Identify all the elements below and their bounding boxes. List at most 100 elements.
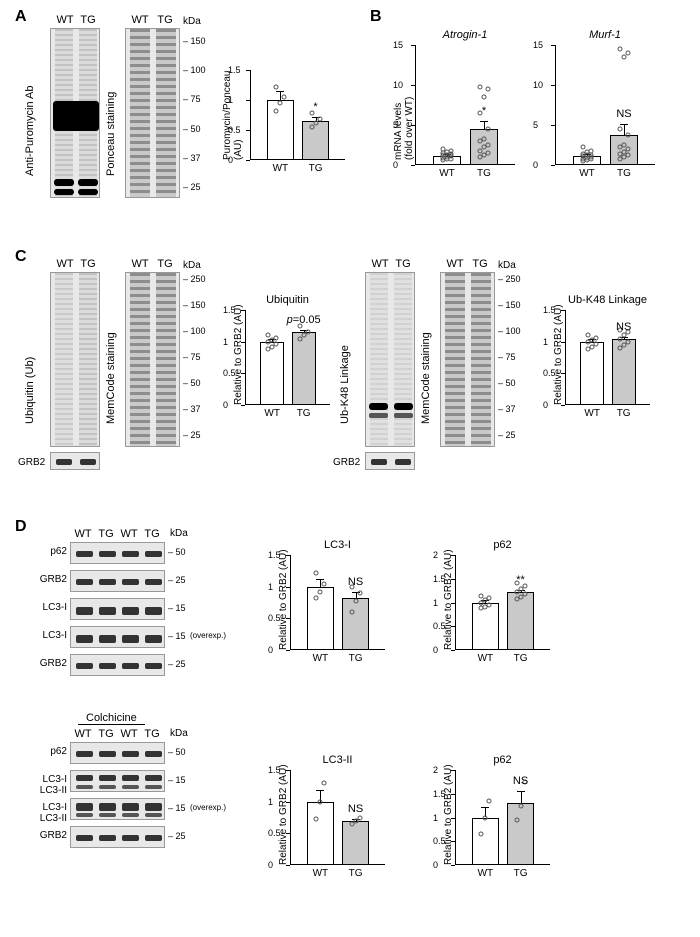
kda-tick: – 50 [183, 379, 206, 388]
data-point [274, 335, 279, 340]
data-point [586, 333, 591, 338]
x-label-tg: TG [477, 168, 491, 179]
x-label-tg: TG [514, 868, 528, 879]
lane-wt-2: WT [130, 14, 150, 26]
bar-tg [342, 821, 369, 865]
blot-row [70, 542, 165, 564]
blot-row-label: p62 [25, 546, 67, 557]
x-label-tg: TG [297, 408, 311, 419]
ytick-label: 2 [433, 550, 452, 560]
ytick-label: 1 [228, 95, 247, 105]
bar-wt [307, 587, 334, 650]
blot-puromycin [50, 28, 100, 198]
chart-title-atrogin: Atrogin-1 [415, 29, 515, 41]
lane-tg-c2: TG [155, 258, 175, 270]
blot-grb2-c1 [50, 452, 100, 470]
kda-tick: – 50 [168, 747, 186, 757]
x-label-wt: WT [273, 163, 289, 174]
x-label-wt: WT [313, 868, 329, 879]
lane-tg-c1: TG [78, 258, 98, 270]
bar-tg [302, 121, 329, 160]
panel-label-D: D [15, 518, 27, 536]
ytick-label: 1 [223, 337, 242, 347]
ytick-label: 1 [543, 337, 562, 347]
colchicine-label: Colchicine [78, 712, 145, 725]
kda-tick: – 150 [183, 301, 206, 310]
chart-murf: Murf-1 051015WTTGNS [555, 45, 655, 165]
data-point [274, 108, 279, 113]
data-point [274, 341, 279, 346]
chart-C1-ytitle: Relative to GRB2 (AU) [233, 304, 244, 405]
chart-p62c: p62 Relative to GRB2 (AU) 00.511.52WTTGN… [455, 770, 550, 865]
blot-row [70, 742, 165, 764]
lane-tg: TG [78, 14, 98, 26]
bar-wt [580, 342, 604, 405]
ytick-label: 15 [533, 40, 552, 50]
chart-p62: p62 Relative to GRB2 (AU) 00.511.52WTTG*… [455, 555, 550, 650]
data-point [357, 815, 362, 820]
ytick-label: 1.5 [228, 65, 247, 75]
blot-row [70, 798, 165, 820]
kda-tick: – 50 [168, 547, 186, 557]
data-point [486, 87, 491, 92]
overexp-note: (overexp.) [190, 803, 226, 812]
blot-row-label: LC3-I [25, 602, 67, 613]
x-label-wt: WT [439, 168, 455, 179]
db-wt1: WT [73, 728, 93, 740]
data-point [318, 589, 323, 594]
d-tg1: TG [96, 528, 116, 540]
data-point [514, 817, 519, 822]
ytick-label: 1 [268, 797, 287, 807]
ytick-label: 10 [533, 80, 552, 90]
blot-grb2-c2 [365, 452, 415, 470]
label-ubk48: Ub-K48 Linkage [339, 304, 351, 424]
kda-tick: – 50 [183, 125, 206, 134]
ytick-label: 0 [433, 860, 452, 870]
chart-title-murf: Murf-1 [555, 29, 655, 41]
data-point [486, 143, 491, 148]
x-label-wt: WT [579, 168, 595, 179]
data-point [305, 330, 310, 335]
ytick-label: 0 [433, 645, 452, 655]
blot-ponceau-A [125, 28, 180, 198]
kda-header-C2: kDa [498, 260, 516, 271]
significance-label: NS [513, 775, 528, 787]
ytick-label: 0 [228, 155, 247, 165]
lane-wt-c3: WT [370, 258, 390, 270]
kda-tick: – 100 [498, 327, 521, 336]
ytick-label: 0.5 [223, 368, 242, 378]
data-point [317, 117, 322, 122]
kda-header-A: kDa [183, 16, 201, 27]
ytick-label: 0 [543, 400, 562, 410]
label-memcode-c1: MemCode staining [105, 304, 117, 424]
chart-lc3i-ytitle: Relative to GRB2 (AU) [278, 549, 289, 650]
db-tg2: TG [142, 728, 162, 740]
kda-tick: – 25 [168, 575, 186, 585]
ytick-label: 2 [433, 765, 452, 775]
lane-tg-c3: TG [393, 258, 413, 270]
ytick-label: 1 [268, 582, 287, 592]
x-label-tg: TG [349, 653, 363, 664]
x-label-wt: WT [478, 868, 494, 879]
chart-ubiquitin: Ubiquitin Relative to GRB2 (AU) 00.511.5… [245, 310, 330, 405]
data-point [618, 47, 623, 52]
chart-C2-ytitle: Relative to GRB2 (AU) [553, 304, 564, 405]
kda-tick: – 25 [168, 659, 186, 669]
chart-puromycin: Puromycin/Ponceau(AU) 00.511.5WTTG* [250, 70, 345, 160]
chart-atrogin: Atrogin-1 mRNA levels(fold over WT) 0510… [415, 45, 515, 165]
d-wt1: WT [73, 528, 93, 540]
kda-tick: – 37 [183, 154, 206, 163]
data-point [309, 125, 314, 130]
x-label-tg: TG [309, 163, 323, 174]
data-point [482, 95, 487, 100]
panel-label-C: C [15, 248, 27, 266]
bar-wt [472, 818, 499, 866]
data-point [353, 598, 358, 603]
lane-tg-2: TG [155, 14, 175, 26]
data-point [482, 137, 487, 142]
data-point [626, 132, 631, 137]
kda-header-D2: kDa [170, 728, 188, 739]
chart-lc3i: LC3-I Relative to GRB2 (AU) 00.511.5WTTG… [290, 555, 385, 650]
data-point [622, 143, 627, 148]
kda-tick: – 150 [498, 301, 521, 310]
